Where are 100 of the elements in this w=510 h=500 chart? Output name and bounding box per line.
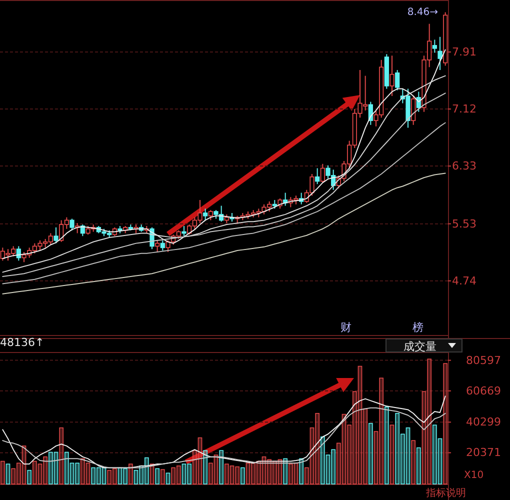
bar <box>400 434 405 484</box>
bar <box>299 458 304 484</box>
bar <box>432 424 437 484</box>
bar <box>347 424 352 484</box>
y-tick-label: 20371 <box>466 446 501 460</box>
bar <box>107 470 112 484</box>
bar <box>155 468 160 484</box>
bar <box>214 454 218 484</box>
candlestick <box>390 55 394 97</box>
bar <box>102 467 106 484</box>
bar <box>240 467 245 484</box>
bar <box>80 458 85 484</box>
line-series <box>2 407 446 468</box>
bar <box>224 464 229 484</box>
bar <box>363 408 368 484</box>
bar <box>144 457 149 484</box>
candlestick <box>182 225 186 237</box>
annotation: 财 <box>340 321 352 334</box>
candlestick <box>208 210 213 221</box>
bar <box>38 464 42 484</box>
candlestick <box>70 218 74 231</box>
line-series <box>2 172 446 294</box>
bar <box>336 442 341 484</box>
bar <box>395 412 400 484</box>
bar <box>374 431 378 484</box>
y-tick-label: 60669 <box>466 384 501 398</box>
bar <box>96 467 101 484</box>
candlestick <box>432 39 437 54</box>
bar <box>134 470 138 484</box>
bar <box>368 422 373 484</box>
bar <box>326 454 330 484</box>
bar <box>230 465 234 484</box>
bar <box>112 468 117 484</box>
bar <box>304 467 309 484</box>
text: 指标说明 <box>425 487 466 499</box>
bar <box>358 366 362 484</box>
bar <box>27 470 32 484</box>
bar <box>251 462 256 484</box>
bar <box>171 467 176 484</box>
y-tick-label: 7.12 <box>452 102 476 116</box>
candlestick <box>411 96 416 126</box>
bar <box>406 427 410 484</box>
line-series <box>2 396 446 468</box>
bar <box>208 462 213 484</box>
bar <box>176 465 181 484</box>
bar <box>219 450 224 484</box>
y-tick-label: 7.91 <box>452 45 476 58</box>
chart-title: 成交量 <box>404 340 436 353</box>
bar <box>192 450 197 484</box>
candlestick <box>155 240 160 252</box>
bar <box>315 412 320 484</box>
candlestick <box>54 226 58 244</box>
bar <box>427 358 432 484</box>
y-tick-label: 5.53 <box>452 217 476 230</box>
bar <box>272 460 277 484</box>
bar <box>320 436 325 484</box>
bar <box>0 460 5 484</box>
bar <box>267 459 272 484</box>
bar <box>352 391 357 484</box>
bar <box>70 462 74 484</box>
bar <box>203 450 208 484</box>
bar <box>160 469 165 484</box>
candlestick <box>160 240 165 252</box>
line-series <box>2 122 446 284</box>
candlestick <box>395 70 400 91</box>
bar <box>91 467 96 484</box>
annotation: 8.46→ <box>407 7 438 18</box>
text: X10 <box>464 470 484 481</box>
text: 48136↑ <box>0 336 44 349</box>
bar <box>443 363 448 484</box>
bar <box>187 464 192 484</box>
bar <box>128 464 133 484</box>
bar <box>283 458 288 484</box>
bar <box>11 468 16 484</box>
bar <box>390 424 394 484</box>
bar <box>75 462 80 484</box>
bar <box>294 462 298 484</box>
bar <box>139 465 144 484</box>
candlestick <box>320 163 325 184</box>
candlestick <box>438 36 442 71</box>
bar <box>86 462 90 484</box>
bar <box>331 449 336 484</box>
bar <box>54 452 58 484</box>
bar <box>118 467 122 484</box>
y-tick-label: 80597 <box>466 354 501 367</box>
bar <box>235 466 240 484</box>
annotation: 榜 <box>412 321 424 334</box>
bar <box>6 464 10 484</box>
bar <box>416 447 421 484</box>
candlestick <box>203 208 208 221</box>
y-tick-label: 40299 <box>466 416 501 429</box>
bar <box>256 460 261 484</box>
bar <box>422 391 426 484</box>
bar <box>32 460 37 484</box>
bar <box>16 462 21 484</box>
bar <box>379 378 384 484</box>
bar <box>438 438 442 484</box>
bar <box>64 452 69 484</box>
bar <box>288 464 293 484</box>
bar <box>48 452 53 484</box>
